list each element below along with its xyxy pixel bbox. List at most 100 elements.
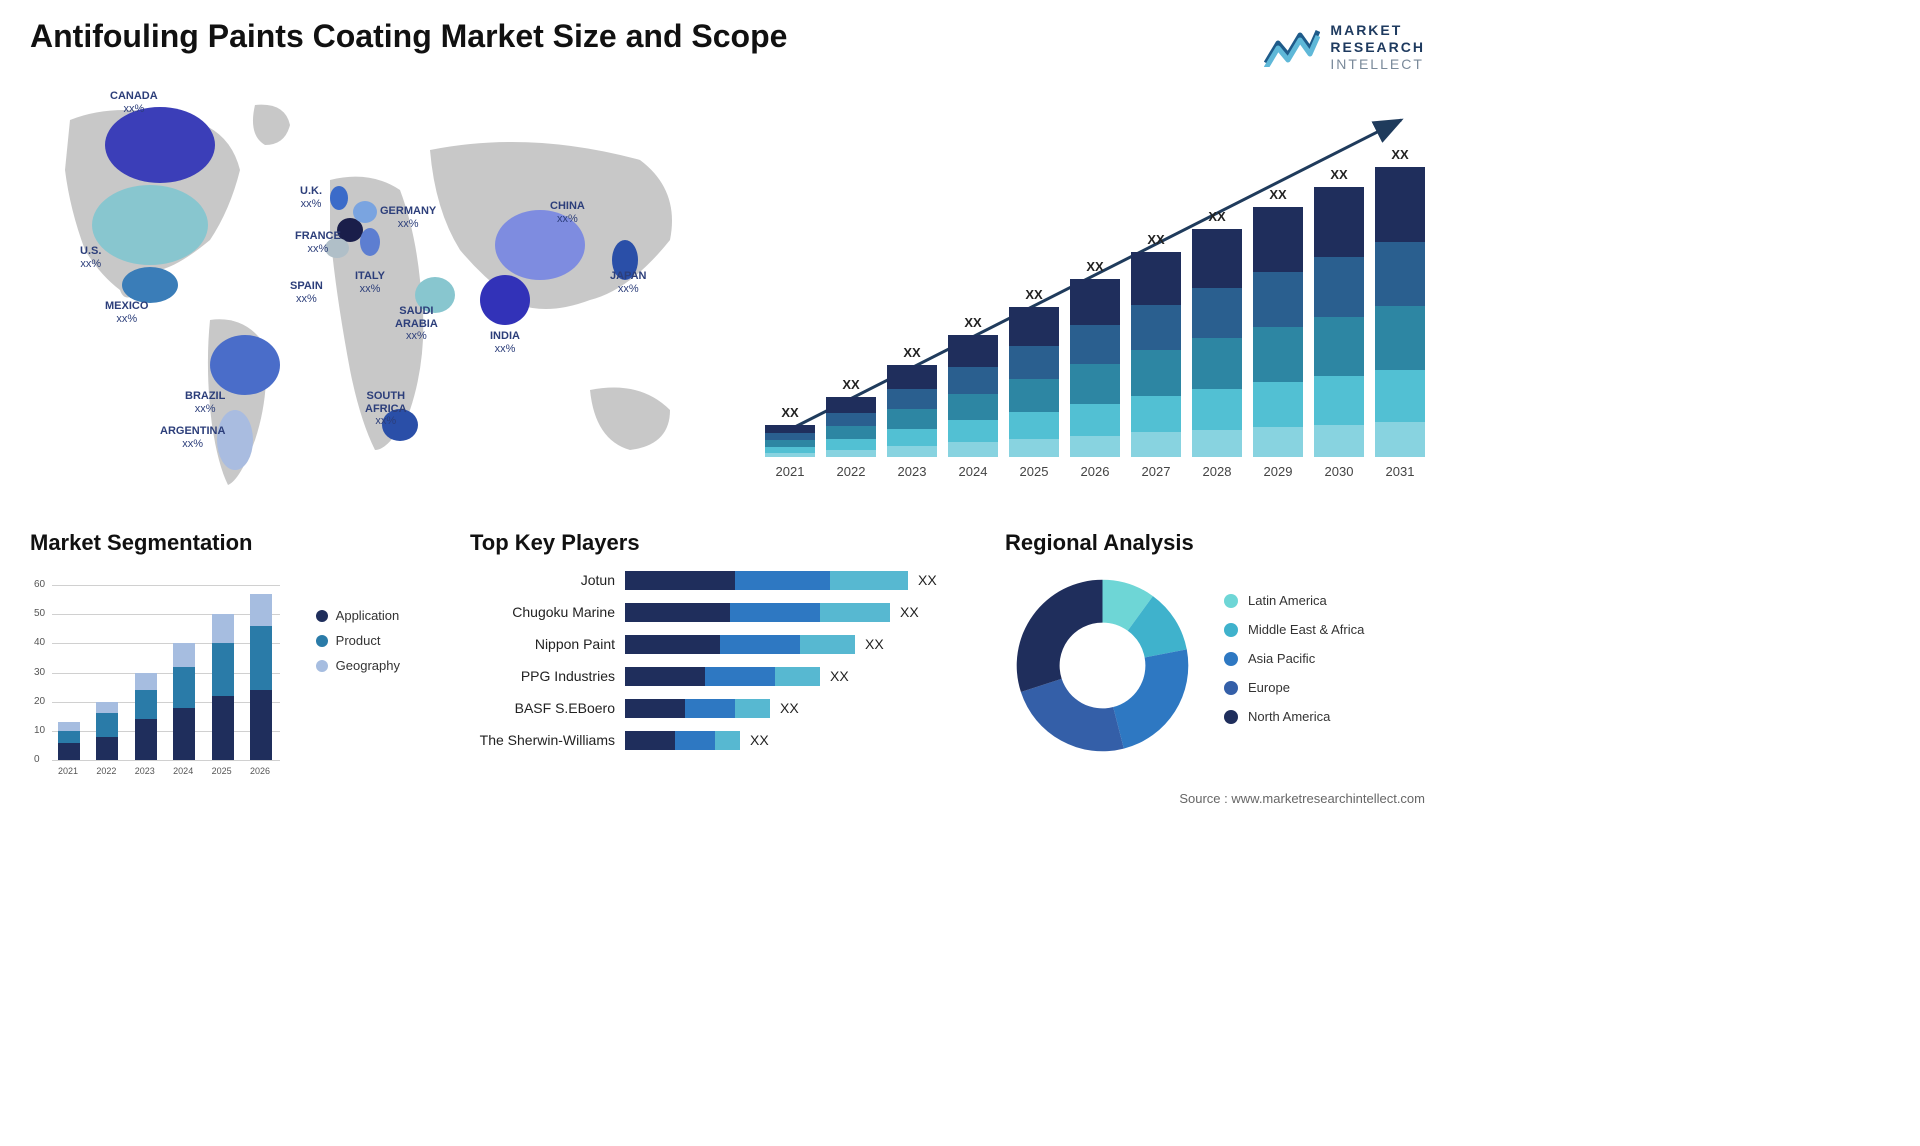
map-country-mexico: [122, 267, 178, 303]
region-legend-item: Asia Pacific: [1224, 651, 1364, 666]
region-legend-item: North America: [1224, 709, 1364, 724]
map-label-india: INDIAxx%: [490, 330, 520, 355]
segmentation-block: Market Segmentation 0102030405060 202120…: [30, 530, 410, 778]
growth-bar-year: 2030: [1325, 464, 1354, 479]
seg-ytick: 30: [34, 667, 45, 678]
growth-bar-year: 2028: [1203, 464, 1232, 479]
growth-bar-year: 2022: [837, 464, 866, 479]
growth-bar-value: XX: [842, 377, 859, 392]
map-label-saudi: SAUDIARABIAxx%: [395, 305, 438, 343]
growth-bar-year: 2025: [1020, 464, 1049, 479]
growth-bar-2030: XX2030: [1314, 187, 1364, 457]
growth-bar-value: XX: [1269, 187, 1286, 202]
player-value: XX: [918, 572, 937, 588]
growth-bar-value: XX: [903, 345, 920, 360]
player-name: Jotun: [470, 572, 625, 588]
seg-ytick: 20: [34, 696, 45, 707]
regional-block: Regional Analysis Latin America Middle Ea…: [1005, 530, 1425, 763]
player-row: Jotun XX: [470, 568, 970, 592]
donut-slice: [1021, 679, 1124, 752]
map-label-brazil: BRAZILxx%: [185, 390, 225, 415]
seg-legend-item: Product: [316, 633, 400, 648]
map-label-safrica: SOUTHAFRICAxx%: [365, 390, 407, 428]
seg-bar-2026: 2026: [250, 594, 272, 760]
seg-year-label: 2021: [58, 766, 80, 776]
player-row: PPG IndustriesXX: [470, 664, 970, 688]
growth-bar-2026: XX2026: [1070, 279, 1120, 457]
seg-year-label: 2022: [96, 766, 118, 776]
map-country-germany: [353, 201, 377, 223]
player-value: XX: [750, 732, 769, 748]
seg-bar-2021: 2021: [58, 722, 80, 760]
seg-ytick: 0: [34, 754, 40, 765]
map-label-uk: U.K.xx%: [300, 185, 322, 210]
player-value: XX: [865, 636, 884, 652]
map-label-italy: ITALYxx%: [355, 270, 385, 295]
player-row: Chugoku MarineXX: [470, 600, 970, 624]
growth-bar-value: XX: [781, 405, 798, 420]
map-country-india: [480, 275, 530, 325]
seg-legend-item: Geography: [316, 658, 400, 673]
regional-donut: [1005, 568, 1200, 763]
growth-bar-year: 2026: [1081, 464, 1110, 479]
player-value: XX: [900, 604, 919, 620]
brand-line-3: INTELLECT: [1330, 56, 1425, 73]
player-name: BASF S.EBoero: [470, 700, 625, 716]
brand-text: MARKET RESEARCH INTELLECT: [1330, 22, 1425, 72]
growth-bar-year: 2031: [1386, 464, 1415, 479]
map-country-brazil: [210, 335, 280, 395]
growth-chart: XX2021XX2022XX2023XX2024XX2025XX2026XX20…: [765, 95, 1425, 485]
seg-ytick: 60: [34, 579, 45, 590]
growth-bar-2022: XX2022: [826, 397, 876, 457]
growth-bar-value: XX: [1208, 209, 1225, 224]
players-title: Top Key Players: [470, 530, 970, 556]
map-label-spain: SPAINxx%: [290, 280, 323, 305]
seg-year-label: 2024: [173, 766, 195, 776]
growth-bar-2021: XX2021: [765, 425, 815, 457]
seg-ytick: 50: [34, 608, 45, 619]
growth-bar-year: 2021: [776, 464, 805, 479]
map-label-japan: JAPANxx%: [610, 270, 646, 295]
growth-bar-2024: XX2024: [948, 335, 998, 457]
region-legend-item: Latin America: [1224, 593, 1364, 608]
map-country-france: [337, 218, 363, 242]
growth-bar-value: XX: [1147, 232, 1164, 247]
brand-logo: MARKET RESEARCH INTELLECT: [1264, 22, 1425, 72]
growth-bar-year: 2029: [1264, 464, 1293, 479]
player-name: The Sherwin-Williams: [470, 732, 625, 748]
player-row: The Sherwin-Williams XX: [470, 728, 970, 752]
player-row: BASF S.EBoero XX: [470, 696, 970, 720]
map-label-france: FRANCExx%: [295, 230, 341, 255]
donut-slice: [1113, 649, 1188, 748]
page-title: Antifouling Paints Coating Market Size a…: [30, 18, 787, 55]
regional-legend: Latin America Middle East & Africa Asia Pa…: [1224, 593, 1364, 738]
growth-bar-2027: XX2027: [1131, 252, 1181, 457]
player-value: XX: [780, 700, 799, 716]
segmentation-title: Market Segmentation: [30, 530, 410, 556]
map-label-china: CHINAxx%: [550, 200, 585, 225]
growth-bar-value: XX: [1391, 147, 1408, 162]
map-label-canada: CANADAxx%: [110, 90, 158, 115]
segmentation-legend: Application Product Geography: [316, 608, 400, 683]
source-line: Source : www.marketresearchintellect.com: [1179, 791, 1425, 806]
seg-bar-2022: 2022: [96, 702, 118, 760]
region-legend-item: Middle East & Africa: [1224, 622, 1364, 637]
player-row: Nippon Paint XX: [470, 632, 970, 656]
growth-bar-value: XX: [1330, 167, 1347, 182]
players-block: Top Key Players JotunXXChugoku MarineXXN…: [470, 530, 970, 760]
player-name: Nippon Paint: [470, 636, 625, 652]
seg-legend-item: Application: [316, 608, 400, 623]
regional-title: Regional Analysis: [1005, 530, 1425, 556]
growth-bar-year: 2024: [959, 464, 988, 479]
map-label-mexico: MEXICOxx%: [105, 300, 148, 325]
seg-year-label: 2026: [250, 766, 272, 776]
seg-year-label: 2023: [135, 766, 157, 776]
growth-bar-year: 2027: [1142, 464, 1171, 479]
brand-line-1: MARKET: [1330, 22, 1425, 39]
growth-bar-2031: XX2031: [1375, 167, 1425, 457]
map-label-us: U.S.xx%: [80, 245, 101, 270]
map-label-germany: GERMANYxx%: [380, 205, 436, 230]
map-country-italy: [360, 228, 380, 256]
map-label-argentina: ARGENTINAxx%: [160, 425, 225, 450]
growth-bar-year: 2023: [898, 464, 927, 479]
